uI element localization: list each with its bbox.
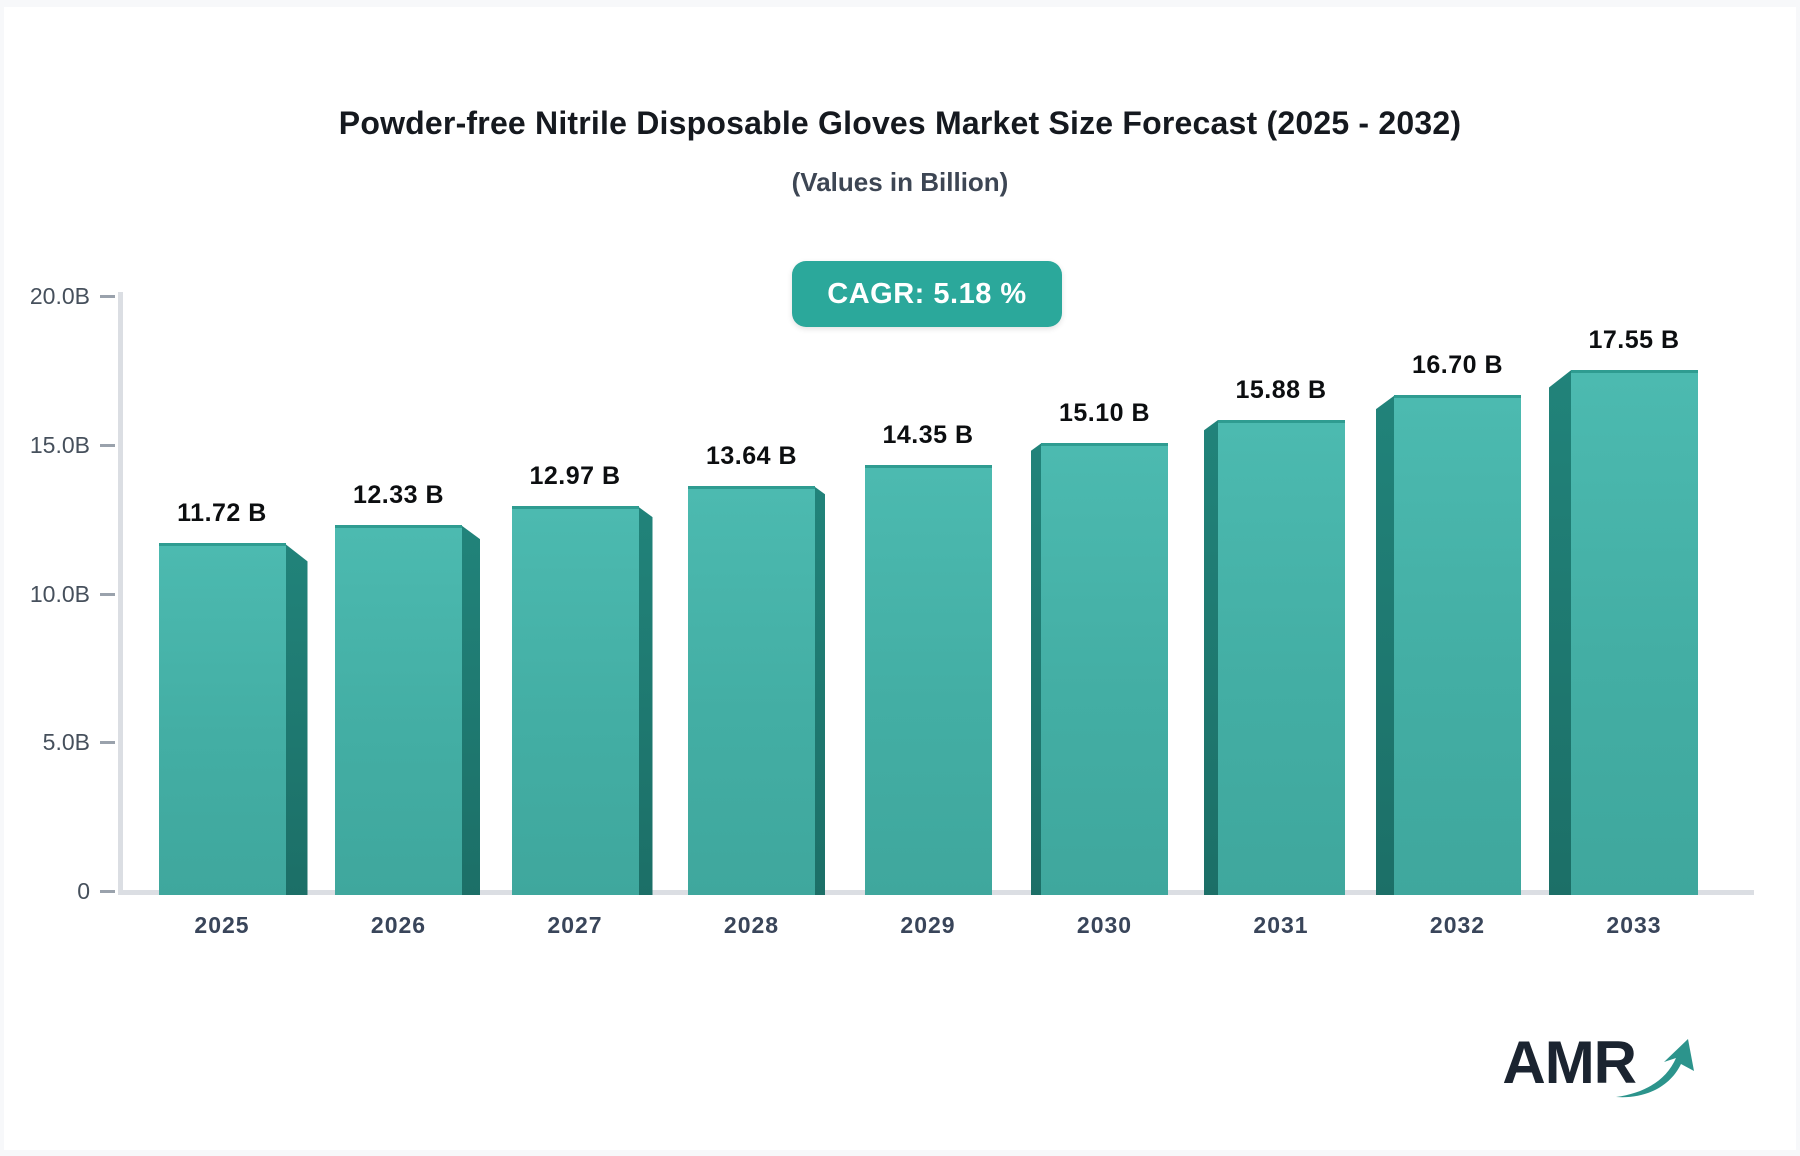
plot-area: 0 5.0B 10.0B 15.0B 20.0B 11.72 B 2025 12.33 B 20… (4, 7, 1796, 1150)
x-axis-category-label: 2029 (900, 912, 956, 938)
bar-value-label: 17.55 B (1588, 325, 1680, 354)
cagr-badge: CAGR: 5.18 % (792, 261, 1062, 327)
y-tick-label: 0 (77, 878, 90, 904)
bar (335, 525, 462, 895)
bar (864, 465, 992, 895)
bar-3d-side (1203, 419, 1219, 895)
y-tick-label: 10.0B (29, 580, 90, 607)
bar-value-label: 11.72 B (177, 499, 267, 528)
bar (511, 506, 639, 895)
x-axis-category-label: 2033 (1606, 912, 1662, 938)
x-axis-category-label: 2028 (723, 912, 780, 938)
bar-3d-side (461, 525, 480, 895)
x-axis-category-label: 2031 (1253, 912, 1309, 938)
bar-value-label: 14.35 B (882, 421, 974, 450)
bar-3d-side (1376, 395, 1395, 895)
bar (158, 543, 286, 895)
chart-title: Powder-free Nitrile Disposable Gloves Ma… (338, 105, 1462, 141)
y-tick-mark (100, 592, 115, 596)
bar-value-label: 15.88 B (1235, 375, 1327, 404)
bar-3d-side (814, 486, 825, 895)
bar-value-label: 15.10 B (1058, 398, 1151, 427)
x-axis-category-label: 2026 (370, 912, 427, 938)
bar-3d-side (1031, 442, 1042, 895)
x-axis-category-label: 2027 (547, 912, 603, 938)
x-axis-category-label: 2032 (1429, 912, 1486, 938)
bar (1394, 395, 1521, 895)
bar-value-label: 12.97 B (529, 462, 621, 491)
amr-logo: AMR (1502, 1033, 1704, 1101)
y-tick-label: 5.0B (42, 729, 90, 756)
bar-value-label: 12.33 B (352, 481, 445, 510)
growth-arrow-icon (1616, 1039, 1694, 1098)
chart-subtitle: (Values in Billion) (791, 167, 1009, 197)
y-tick-label: 15.0B (29, 431, 90, 458)
bar-3d-side (284, 543, 308, 895)
bar-3d-side (1548, 369, 1572, 895)
y-axis-line (118, 292, 123, 895)
y-tick-mark (100, 443, 115, 447)
bar (1217, 419, 1345, 895)
amr-logo-text: AMR (1502, 1029, 1637, 1096)
y-tick-mark (100, 741, 115, 745)
y-tick-mark (100, 890, 115, 893)
bar (1041, 442, 1168, 895)
y-tick-label: 20.0B (29, 283, 90, 309)
x-axis-category-label: 2030 (1076, 912, 1133, 938)
bar (688, 486, 815, 895)
bar-value-label: 16.70 B (1411, 351, 1504, 380)
bar (1570, 369, 1698, 895)
bar-value-label: 13.64 B (705, 442, 798, 471)
bar-3d-side (637, 506, 653, 895)
cagr-badge-label: CAGR: 5.18 % (827, 277, 1027, 310)
y-tick-mark (100, 295, 115, 298)
x-axis-category-label: 2025 (194, 912, 250, 938)
